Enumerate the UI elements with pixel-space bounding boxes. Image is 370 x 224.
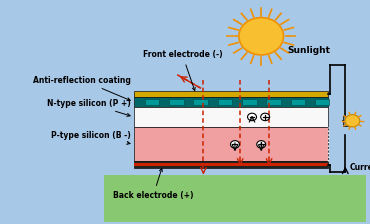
Bar xyxy=(242,99,256,105)
Bar xyxy=(134,127,328,162)
Bar xyxy=(134,107,328,127)
Bar xyxy=(194,99,208,105)
Bar xyxy=(145,99,159,105)
Circle shape xyxy=(261,113,270,121)
Bar xyxy=(134,162,328,168)
Bar xyxy=(134,163,328,166)
Bar xyxy=(134,97,328,107)
Bar xyxy=(266,99,281,105)
Circle shape xyxy=(345,115,360,127)
Text: Back electrode (+): Back electrode (+) xyxy=(113,168,194,200)
Text: P-type silicon (B -): P-type silicon (B -) xyxy=(51,131,131,144)
Circle shape xyxy=(248,113,256,121)
Bar xyxy=(104,174,366,222)
Text: Current: Current xyxy=(349,164,370,172)
Bar xyxy=(134,91,328,97)
Text: Front electrode (-): Front electrode (-) xyxy=(142,50,222,90)
Text: N-type silicon (P +): N-type silicon (P +) xyxy=(47,99,131,116)
Bar xyxy=(343,116,349,126)
Bar xyxy=(290,99,305,105)
Bar xyxy=(218,99,232,105)
Text: Sunlight: Sunlight xyxy=(287,46,330,55)
Circle shape xyxy=(231,141,239,148)
Bar xyxy=(315,99,329,105)
Text: Anti-reflection coating: Anti-reflection coating xyxy=(33,76,131,101)
Circle shape xyxy=(239,18,283,55)
Circle shape xyxy=(257,141,266,148)
Bar xyxy=(169,99,184,105)
